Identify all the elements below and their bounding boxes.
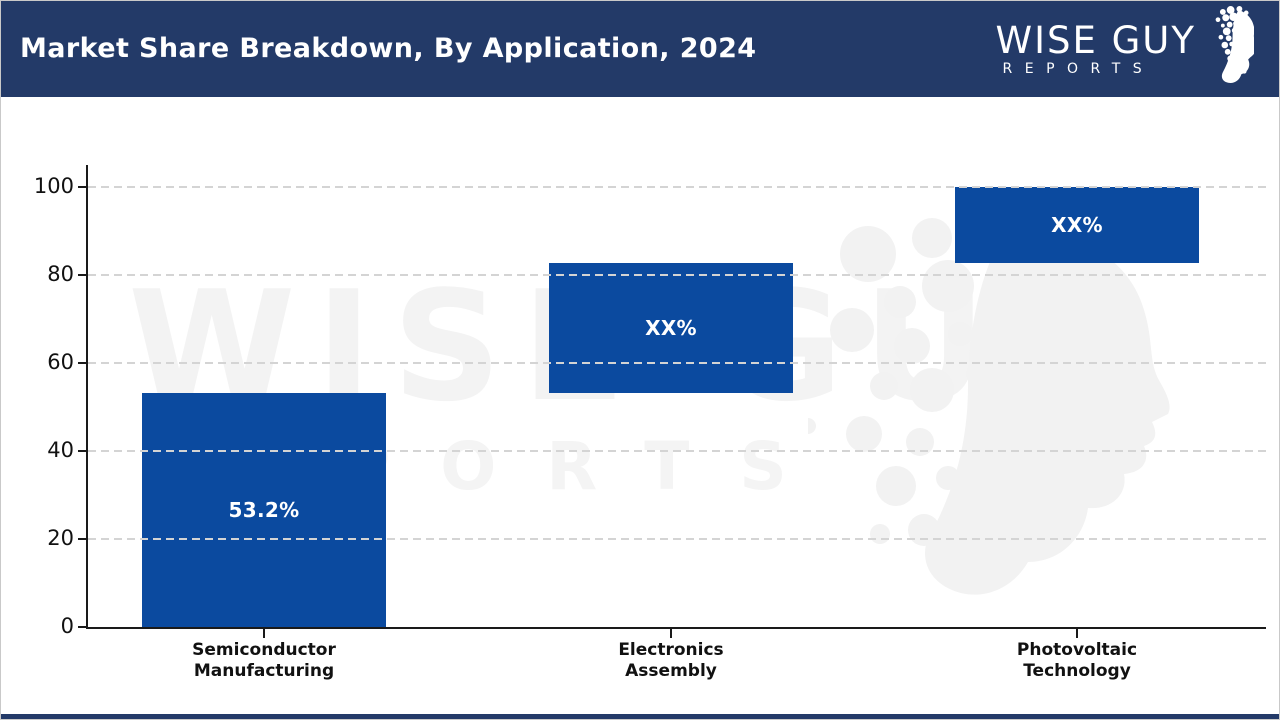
x-tick-mark — [670, 629, 672, 638]
y-tick-mark — [78, 626, 86, 628]
y-axis-line — [86, 165, 88, 628]
y-tick-mark — [78, 274, 86, 276]
brand-name: WISE GUY — [995, 18, 1196, 62]
gridline — [88, 538, 1266, 540]
y-tick-mark — [78, 450, 86, 452]
y-tick-label: 0 — [60, 614, 74, 638]
x-tick-mark — [1076, 629, 1078, 638]
gridline — [88, 274, 1266, 276]
gridline — [88, 186, 1266, 188]
y-tick-label: 80 — [47, 262, 74, 286]
y-tick-label: 60 — [47, 350, 74, 374]
category-label-photovoltaic-technology: Photovoltaic Technology — [1016, 640, 1138, 681]
x-tick-mark — [263, 629, 265, 638]
bar-photovoltaic-technology: XX% — [955, 187, 1199, 263]
watermark-head-icon — [800, 218, 1178, 622]
x-axis-line — [86, 627, 1266, 629]
brand-subtitle: REPORTS — [1002, 60, 1155, 77]
header-band: Market Share Breakdown, By Application, … — [0, 0, 1280, 97]
bar-semiconductor-manufacturing: 53.2% — [142, 392, 386, 627]
gridline — [88, 362, 1266, 364]
bar-value-label: XX% — [1051, 212, 1103, 237]
bar-value-label: 53.2% — [228, 497, 300, 522]
bar-value-label: XX% — [645, 315, 697, 340]
brand-logo-text: WISE GUY REPORTS — [996, 22, 1196, 76]
y-tick-mark — [78, 186, 86, 188]
y-tick-mark — [78, 362, 86, 364]
y-tick-label: 40 — [47, 438, 74, 462]
category-label-electronics-assembly: Electronics Assembly — [618, 640, 724, 681]
page-title: Market Share Breakdown, By Application, … — [20, 33, 757, 64]
brand-logo: WISE GUY REPORTS — [996, 4, 1257, 92]
gridline — [88, 450, 1266, 452]
y-tick-label: 100 — [33, 174, 74, 198]
bar-electronics-assembly: XX% — [549, 262, 793, 393]
wise-guy-head-icon — [1180, 4, 1257, 90]
footer-stripe — [0, 714, 1280, 720]
category-label-semiconductor-manufacturing: Semiconductor Manufacturing — [192, 640, 336, 681]
y-tick-label: 20 — [47, 526, 74, 550]
y-tick-mark — [78, 538, 86, 540]
